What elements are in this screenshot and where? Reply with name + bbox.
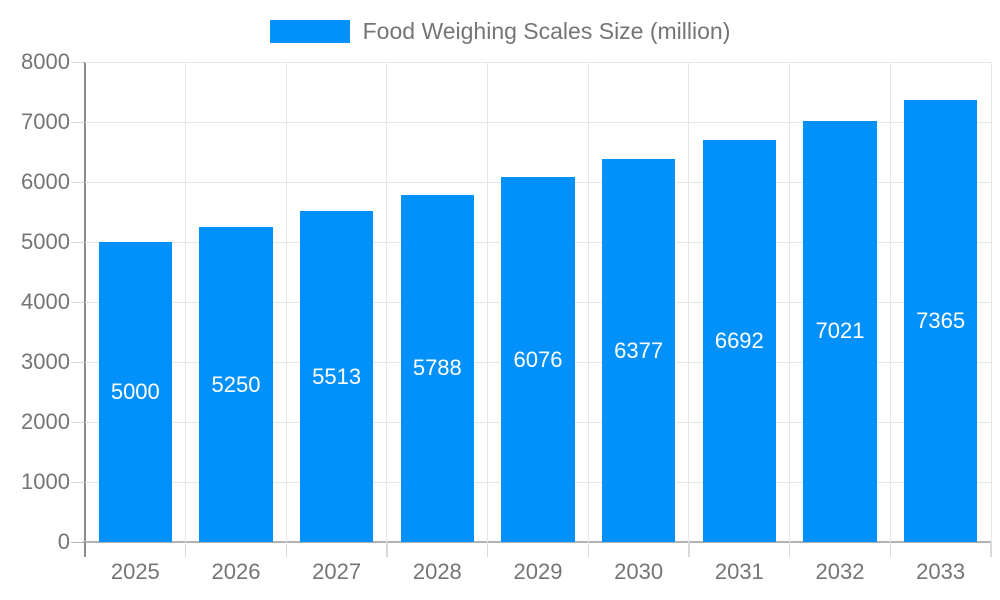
x-axis-label: 2027 bbox=[312, 559, 362, 584]
y-axis-tick bbox=[71, 361, 84, 363]
x-axis-label: 2032 bbox=[815, 559, 865, 584]
bar-2032[interactable]: 7021 bbox=[803, 120, 877, 542]
bar-2026[interactable]: 5250 bbox=[199, 227, 273, 542]
x-axis-label: 2030 bbox=[614, 559, 664, 584]
x-axis-label: 2029 bbox=[513, 559, 563, 584]
bar-value-label: 7021 bbox=[815, 318, 865, 344]
gridline-vertical bbox=[587, 62, 589, 542]
bar-value-label: 5000 bbox=[110, 379, 160, 404]
x-axis-tick bbox=[386, 542, 388, 557]
y-axis-tick bbox=[71, 541, 84, 543]
gridline-horizontal bbox=[85, 62, 991, 63]
gridline-vertical bbox=[386, 62, 388, 542]
gridline-vertical bbox=[185, 62, 187, 542]
bar-2033[interactable]: 7365 bbox=[903, 100, 978, 542]
x-axis-tick bbox=[84, 542, 86, 557]
gridline-vertical bbox=[688, 62, 690, 542]
x-axis-tick bbox=[184, 542, 187, 557]
chart-legend[interactable]: Food Weighing Scales Size (million) bbox=[0, 18, 1000, 45]
bar-value-label: 5250 bbox=[211, 371, 261, 397]
bar-value-label: 6377 bbox=[614, 337, 664, 363]
y-axis-label: 1000 bbox=[21, 469, 70, 494]
bar-2029[interactable]: 6076 bbox=[501, 177, 575, 542]
y-axis-label: 3000 bbox=[21, 349, 70, 374]
x-axis-line bbox=[83, 541, 991, 543]
y-axis-label: 4000 bbox=[21, 289, 70, 314]
gridline-horizontal bbox=[85, 122, 991, 123]
y-axis-tick bbox=[71, 421, 84, 423]
y-axis-tick bbox=[71, 181, 84, 183]
y-axis-tick bbox=[71, 61, 84, 63]
y-axis-label: 7000 bbox=[21, 109, 70, 134]
legend-swatch bbox=[269, 20, 350, 43]
x-axis-tick bbox=[688, 542, 690, 557]
x-axis-label: 2026 bbox=[211, 559, 261, 584]
x-axis-label: 2031 bbox=[714, 559, 764, 584]
y-axis-label: 6000 bbox=[21, 169, 70, 194]
y-axis-label: 0 bbox=[57, 529, 70, 554]
x-axis-tick bbox=[889, 542, 892, 557]
y-axis-label: 5000 bbox=[21, 229, 70, 254]
x-axis-label: 2028 bbox=[412, 559, 462, 584]
y-axis-tick bbox=[71, 121, 84, 123]
y-axis-label: 2000 bbox=[21, 409, 70, 434]
bar-2031[interactable]: 6692 bbox=[702, 140, 777, 542]
gridline-vertical bbox=[789, 62, 791, 542]
gridline-vertical bbox=[990, 62, 992, 542]
gridline-vertical bbox=[487, 62, 489, 542]
plot-area: 0 1000 2000 3000 4000 5000 6000 7000 8000 5000 202… bbox=[21, 51, 992, 583]
gridline-vertical bbox=[889, 62, 891, 542]
x-axis-tick bbox=[788, 542, 791, 557]
bar-2028[interactable]: 5788 bbox=[400, 194, 475, 542]
y-axis-tick bbox=[71, 481, 84, 483]
bar-value-label: 5513 bbox=[312, 363, 362, 389]
y-axis-tick bbox=[71, 301, 84, 303]
y-axis-label: 8000 bbox=[21, 49, 70, 74]
bar-value-label: 5788 bbox=[412, 355, 462, 381]
y-axis-tick bbox=[71, 241, 84, 243]
x-axis-label: 2025 bbox=[110, 559, 160, 584]
x-axis-tick bbox=[285, 542, 288, 557]
bar-2027[interactable]: 5513 bbox=[299, 211, 374, 542]
bar-value-label: 6692 bbox=[714, 328, 764, 354]
gridline-vertical bbox=[285, 62, 287, 542]
bar-2030[interactable]: 6377 bbox=[601, 159, 676, 542]
bar-value-label: 6076 bbox=[513, 346, 563, 372]
x-axis-tick bbox=[990, 542, 992, 557]
bar-value-label: 7365 bbox=[916, 308, 966, 334]
x-axis-tick bbox=[587, 542, 590, 557]
x-axis-label: 2033 bbox=[916, 559, 966, 584]
bar-2025[interactable]: 5000 bbox=[98, 242, 173, 542]
legend-label: Food Weighing Scales Size (million) bbox=[362, 18, 731, 44]
x-axis-tick bbox=[486, 542, 489, 557]
